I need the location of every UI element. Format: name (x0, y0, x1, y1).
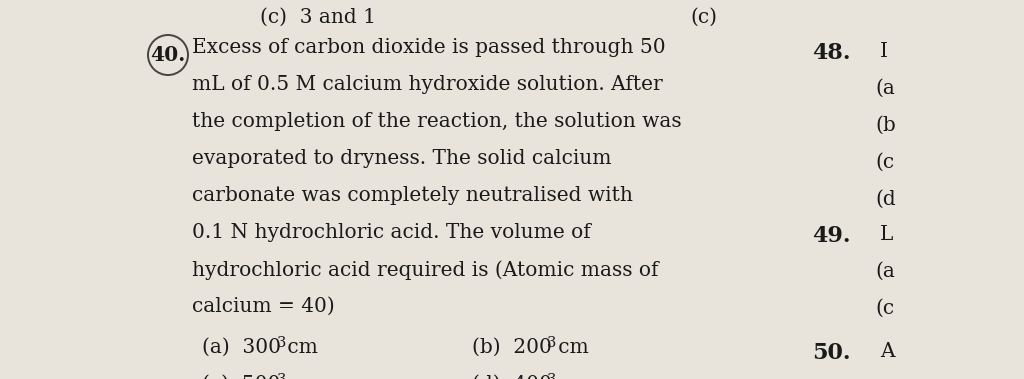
Text: (d: (d (874, 190, 896, 209)
Text: (d)  400 cm: (d) 400 cm (472, 375, 589, 379)
Text: 3: 3 (276, 373, 286, 379)
Text: (b)  200 cm: (b) 200 cm (472, 338, 589, 357)
Text: (c): (c) (690, 8, 717, 27)
Text: 48.: 48. (812, 42, 851, 64)
Text: 3: 3 (276, 336, 286, 350)
Text: (c: (c (874, 153, 894, 172)
Text: evaporated to dryness. The solid calcium: evaporated to dryness. The solid calcium (193, 149, 611, 168)
Text: (a)  300 cm: (a) 300 cm (202, 338, 317, 357)
Text: the completion of the reaction, the solution was: the completion of the reaction, the solu… (193, 112, 682, 131)
Text: calcium = 40): calcium = 40) (193, 297, 335, 316)
Text: 49.: 49. (812, 225, 851, 247)
Text: 3: 3 (547, 336, 556, 350)
Text: Excess of carbon dioxide is passed through 50: Excess of carbon dioxide is passed throu… (193, 38, 666, 57)
Text: 3: 3 (547, 373, 556, 379)
Text: hydrochloric acid required is (Atomic mass of: hydrochloric acid required is (Atomic ma… (193, 260, 658, 280)
Text: mL of 0.5 M calcium hydroxide solution. After: mL of 0.5 M calcium hydroxide solution. … (193, 75, 663, 94)
Text: (c)  3 and 1: (c) 3 and 1 (260, 8, 376, 27)
Text: (c)  500 cm: (c) 500 cm (202, 375, 317, 379)
Text: 40.: 40. (151, 45, 185, 65)
Text: I: I (880, 42, 888, 61)
Text: (a: (a (874, 79, 895, 98)
Text: L: L (880, 225, 893, 244)
Text: carbonate was completely neutralised with: carbonate was completely neutralised wit… (193, 186, 633, 205)
Text: (b: (b (874, 116, 896, 135)
Text: 0.1 N hydrochloric acid. The volume of: 0.1 N hydrochloric acid. The volume of (193, 223, 591, 242)
Text: (c: (c (874, 299, 894, 318)
Text: (a: (a (874, 262, 895, 281)
Text: A: A (880, 342, 895, 361)
Text: 50.: 50. (812, 342, 851, 364)
